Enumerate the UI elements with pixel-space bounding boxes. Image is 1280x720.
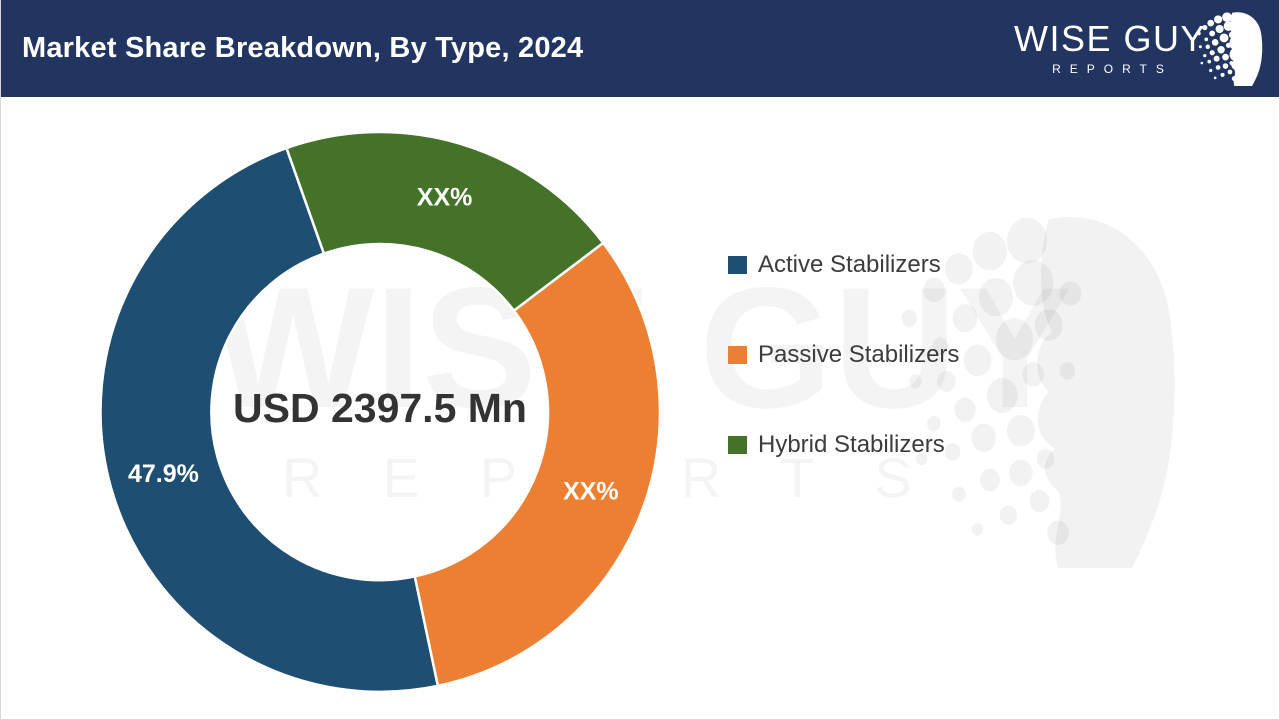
wise-guy-reports-logo: WISE GUY REPORTS <box>1014 7 1264 91</box>
dotted-head-icon <box>1197 11 1263 86</box>
legend-swatch-passive <box>728 346 747 364</box>
donut-center-value: USD 2397.5 Mn <box>233 385 527 431</box>
legend-swatch-active <box>728 256 747 274</box>
legend-item-hybrid-stabilizers: Hybrid Stabilizers <box>728 430 959 460</box>
slice-label-1: XX% <box>563 478 619 506</box>
legend-item-passive-stabilizers: Passive Stabilizers <box>728 340 959 370</box>
header-bar: Market Share Breakdown, By Type, 2024 WI… <box>0 0 1280 97</box>
slice-label-0: 47.9% <box>128 460 199 488</box>
legend-item-active-stabilizers: Active Stabilizers <box>728 250 959 280</box>
donut-slice-1 <box>413 241 662 688</box>
logo-text: WISE GUY REPORTS <box>1013 18 1206 77</box>
legend-swatch-hybrid <box>728 436 747 454</box>
chart-legend: Active Stabilizers Passive Stabilizers H… <box>728 250 959 520</box>
legend-label: Hybrid Stabilizers <box>758 431 945 458</box>
donut-slice-2 <box>285 130 605 312</box>
legend-label: Passive Stabilizers <box>758 341 960 368</box>
page-title: Market Share Breakdown, By Type, 2024 <box>22 32 584 64</box>
legend-label: Active Stabilizers <box>758 251 941 278</box>
donut-chart: 47.9% XX% XX% USD 2397.5 Mn <box>99 130 662 694</box>
logo-subtitle: REPORTS <box>1052 62 1173 76</box>
donut-slice-0 <box>99 146 440 694</box>
logo-name: WISE GUY <box>1013 18 1206 59</box>
slice-label-2: XX% <box>417 184 473 212</box>
